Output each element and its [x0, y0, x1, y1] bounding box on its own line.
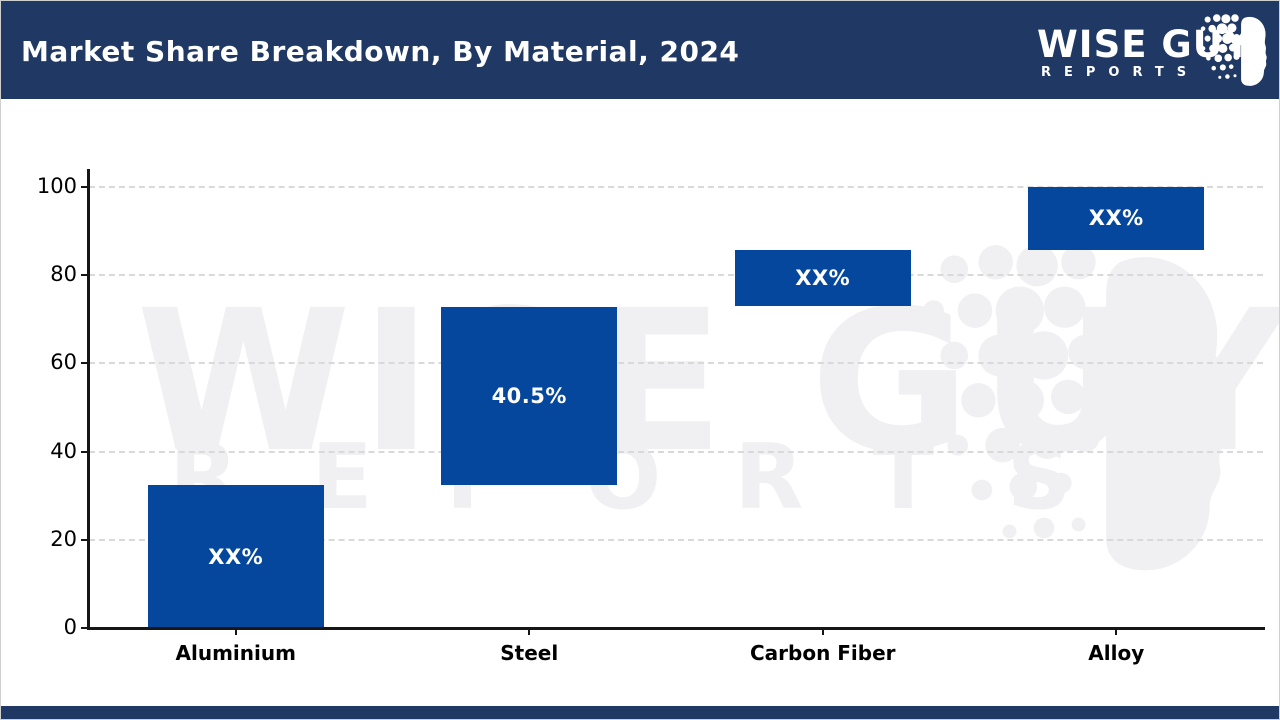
bar-label-carbon-fiber: XX% — [795, 266, 851, 291]
y-tick-0 — [81, 627, 89, 629]
y-tick-20 — [81, 538, 89, 541]
y-tick-100 — [81, 186, 89, 188]
bar-label-aluminium: XX% — [208, 544, 264, 569]
page-title: Market Share Breakdown, By Material, 202… — [21, 35, 740, 68]
gridline-40 — [89, 450, 1263, 453]
x-tick-alloy — [1115, 628, 1118, 635]
brand-logo: WISE GUY REPORTS — [1005, 5, 1273, 97]
x-tick-label-alloy: Alloy — [1088, 641, 1145, 665]
gridline-20 — [89, 538, 1263, 541]
y-tick-label-0: 0 — [63, 615, 77, 639]
x-tick-steel — [528, 628, 531, 635]
x-tick-aluminium — [234, 628, 237, 635]
y-axis-line — [87, 169, 90, 630]
y-tick-label-80: 80 — [50, 262, 77, 287]
bar-alloy: XX% — [1028, 187, 1205, 250]
x-axis-line — [87, 627, 1265, 630]
footer-bar — [1, 706, 1279, 719]
gridline-80 — [89, 274, 1263, 277]
x-tick-label-aluminium: Aluminium — [175, 641, 296, 665]
gridline-100 — [89, 186, 1263, 188]
bar-carbon-fiber: XX% — [734, 249, 911, 307]
x-tick-carbon-fiber — [821, 628, 824, 635]
logo-subtext: REPORTS — [1041, 65, 1200, 80]
bar-label-steel: 40.5% — [491, 383, 567, 408]
bar-steel: 40.5% — [441, 306, 618, 486]
logo-head-icon — [1197, 11, 1273, 95]
bar-label-alloy: XX% — [1088, 206, 1144, 231]
gridline-60 — [89, 362, 1263, 365]
y-tick-60 — [81, 362, 89, 365]
y-tick-label-40: 40 — [50, 438, 77, 463]
y-tick-40 — [81, 450, 89, 453]
watermark-head-icon — [906, 226, 1251, 616]
y-tick-label-20: 20 — [50, 526, 77, 551]
header-banner: Market Share Breakdown, By Material, 202… — [1, 1, 1279, 99]
x-tick-label-steel: Steel — [500, 641, 559, 665]
y-tick-80 — [81, 274, 89, 277]
bar-aluminium: XX% — [147, 485, 324, 628]
y-tick-label-100: 100 — [36, 174, 77, 198]
x-tick-label-carbon-fiber: Carbon Fiber — [749, 641, 896, 665]
y-tick-label-60: 60 — [50, 350, 77, 375]
